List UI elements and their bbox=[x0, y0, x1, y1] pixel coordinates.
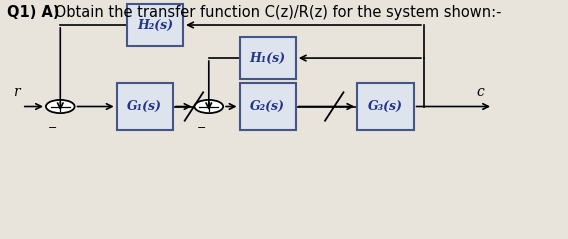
Text: H₁(s): H₁(s) bbox=[250, 52, 286, 65]
Circle shape bbox=[46, 100, 74, 113]
Text: G₂(s): G₂(s) bbox=[250, 100, 285, 113]
Text: −: − bbox=[48, 123, 57, 133]
Circle shape bbox=[194, 100, 223, 113]
FancyBboxPatch shape bbox=[357, 83, 414, 130]
Text: Obtain the transfer function C(z)/R(z) for the system shown:-: Obtain the transfer function C(z)/R(z) f… bbox=[50, 5, 502, 20]
Text: H₂(s): H₂(s) bbox=[137, 18, 173, 32]
Text: c: c bbox=[477, 85, 484, 99]
Text: Q1) A): Q1) A) bbox=[6, 5, 59, 20]
Text: G₁(s): G₁(s) bbox=[127, 100, 162, 113]
FancyBboxPatch shape bbox=[127, 4, 183, 46]
Text: r: r bbox=[14, 85, 20, 99]
Text: −: − bbox=[197, 123, 206, 133]
FancyBboxPatch shape bbox=[240, 37, 296, 79]
Text: G₃(s): G₃(s) bbox=[368, 100, 403, 113]
FancyBboxPatch shape bbox=[240, 83, 296, 130]
FancyBboxPatch shape bbox=[116, 83, 173, 130]
